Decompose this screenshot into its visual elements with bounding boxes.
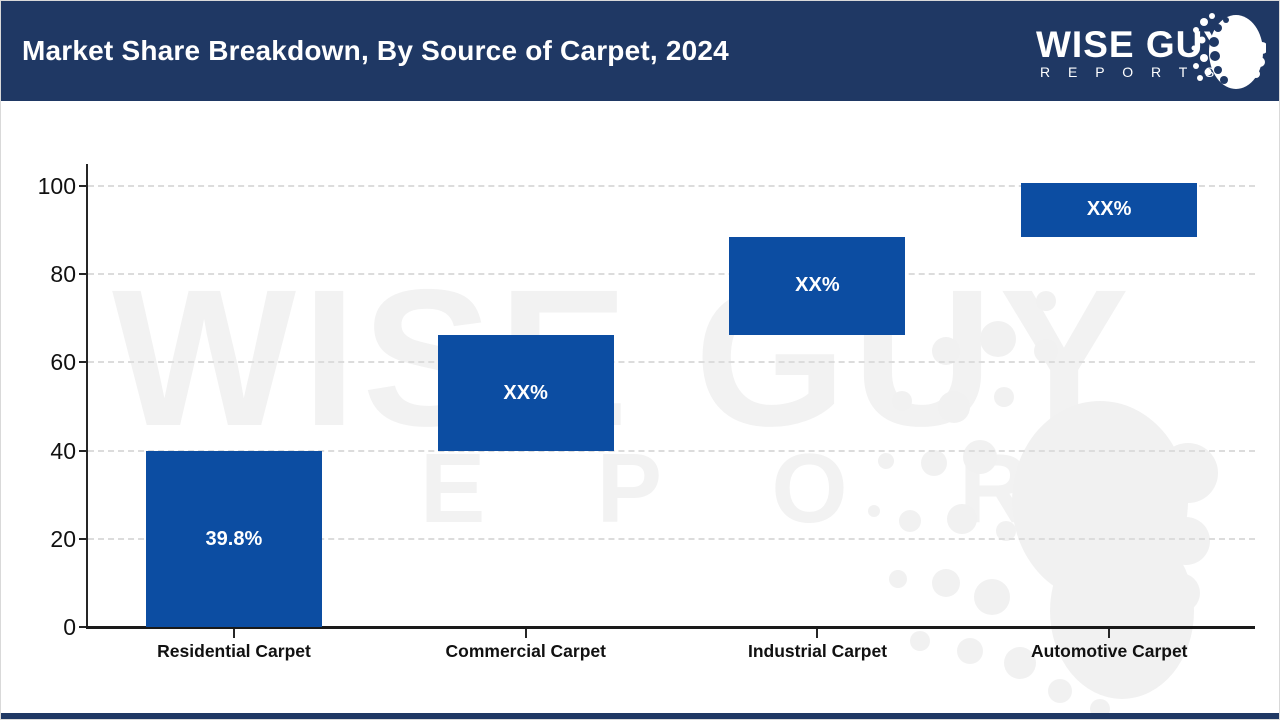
x-axis bbox=[86, 626, 1255, 629]
bar-value-label: XX% bbox=[795, 274, 840, 297]
logo-face-icon bbox=[1191, 13, 1266, 89]
gridline bbox=[88, 273, 1255, 276]
x-tick-mark bbox=[1108, 629, 1111, 638]
y-axis-tick-label: 100 bbox=[37, 173, 76, 199]
footer-bar bbox=[0, 713, 1280, 720]
wiseguy-logo: WISE GUY R E P O R T S bbox=[1006, 6, 1266, 96]
bar-residential-carpet: 39.8% bbox=[145, 451, 322, 627]
x-axis-label-industrial-carpet: Industrial Carpet bbox=[747, 641, 888, 661]
watermark-text-line1: WISE GUY bbox=[112, 249, 1136, 467]
x-tick-mark bbox=[524, 629, 527, 638]
x-tick-mark bbox=[232, 629, 235, 638]
bar-industrial-carpet: XX% bbox=[729, 236, 906, 335]
bar-value-label: XX% bbox=[503, 381, 548, 404]
y-tick-mark bbox=[79, 626, 88, 628]
y-tick-mark bbox=[79, 185, 88, 187]
y-axis-tick-label: 40 bbox=[50, 437, 76, 464]
gridline bbox=[88, 449, 1255, 452]
chart-title: Market Share Breakdown, By Source of Car… bbox=[22, 34, 729, 66]
x-axis-label-residential-carpet: Residential Carpet bbox=[157, 641, 311, 661]
logo-subtext: R E P O R T S bbox=[1040, 64, 1222, 80]
gridline bbox=[88, 537, 1255, 540]
y-axis-tick-label: 60 bbox=[50, 349, 76, 376]
x-tick-mark bbox=[816, 629, 819, 638]
bar-automotive-carpet: XX% bbox=[1021, 182, 1198, 237]
gridline bbox=[88, 185, 1255, 187]
bar-value-label: XX% bbox=[1086, 198, 1132, 221]
header-bar: Market Share Breakdown, By Source of Car… bbox=[0, 0, 1280, 101]
y-tick-mark bbox=[79, 449, 88, 452]
bar-value-label: 39.8% bbox=[205, 527, 263, 550]
watermark: WISE GUY R E P O R T S bbox=[0, 101, 1280, 720]
y-axis-tick-label: 80 bbox=[50, 261, 76, 288]
y-axis-tick-label: 0 bbox=[63, 614, 76, 640]
y-axis-tick-label: 20 bbox=[50, 525, 76, 552]
x-axis-label-automotive-carpet: Automotive Carpet bbox=[1030, 641, 1188, 661]
y-tick-mark bbox=[79, 361, 88, 364]
gridline bbox=[88, 361, 1255, 364]
y-axis bbox=[86, 164, 88, 629]
y-tick-mark bbox=[79, 537, 88, 540]
y-tick-mark bbox=[79, 273, 88, 276]
x-axis-label-commercial-carpet: Commercial Carpet bbox=[445, 641, 606, 661]
bar-commercial-carpet: XX% bbox=[437, 334, 614, 452]
